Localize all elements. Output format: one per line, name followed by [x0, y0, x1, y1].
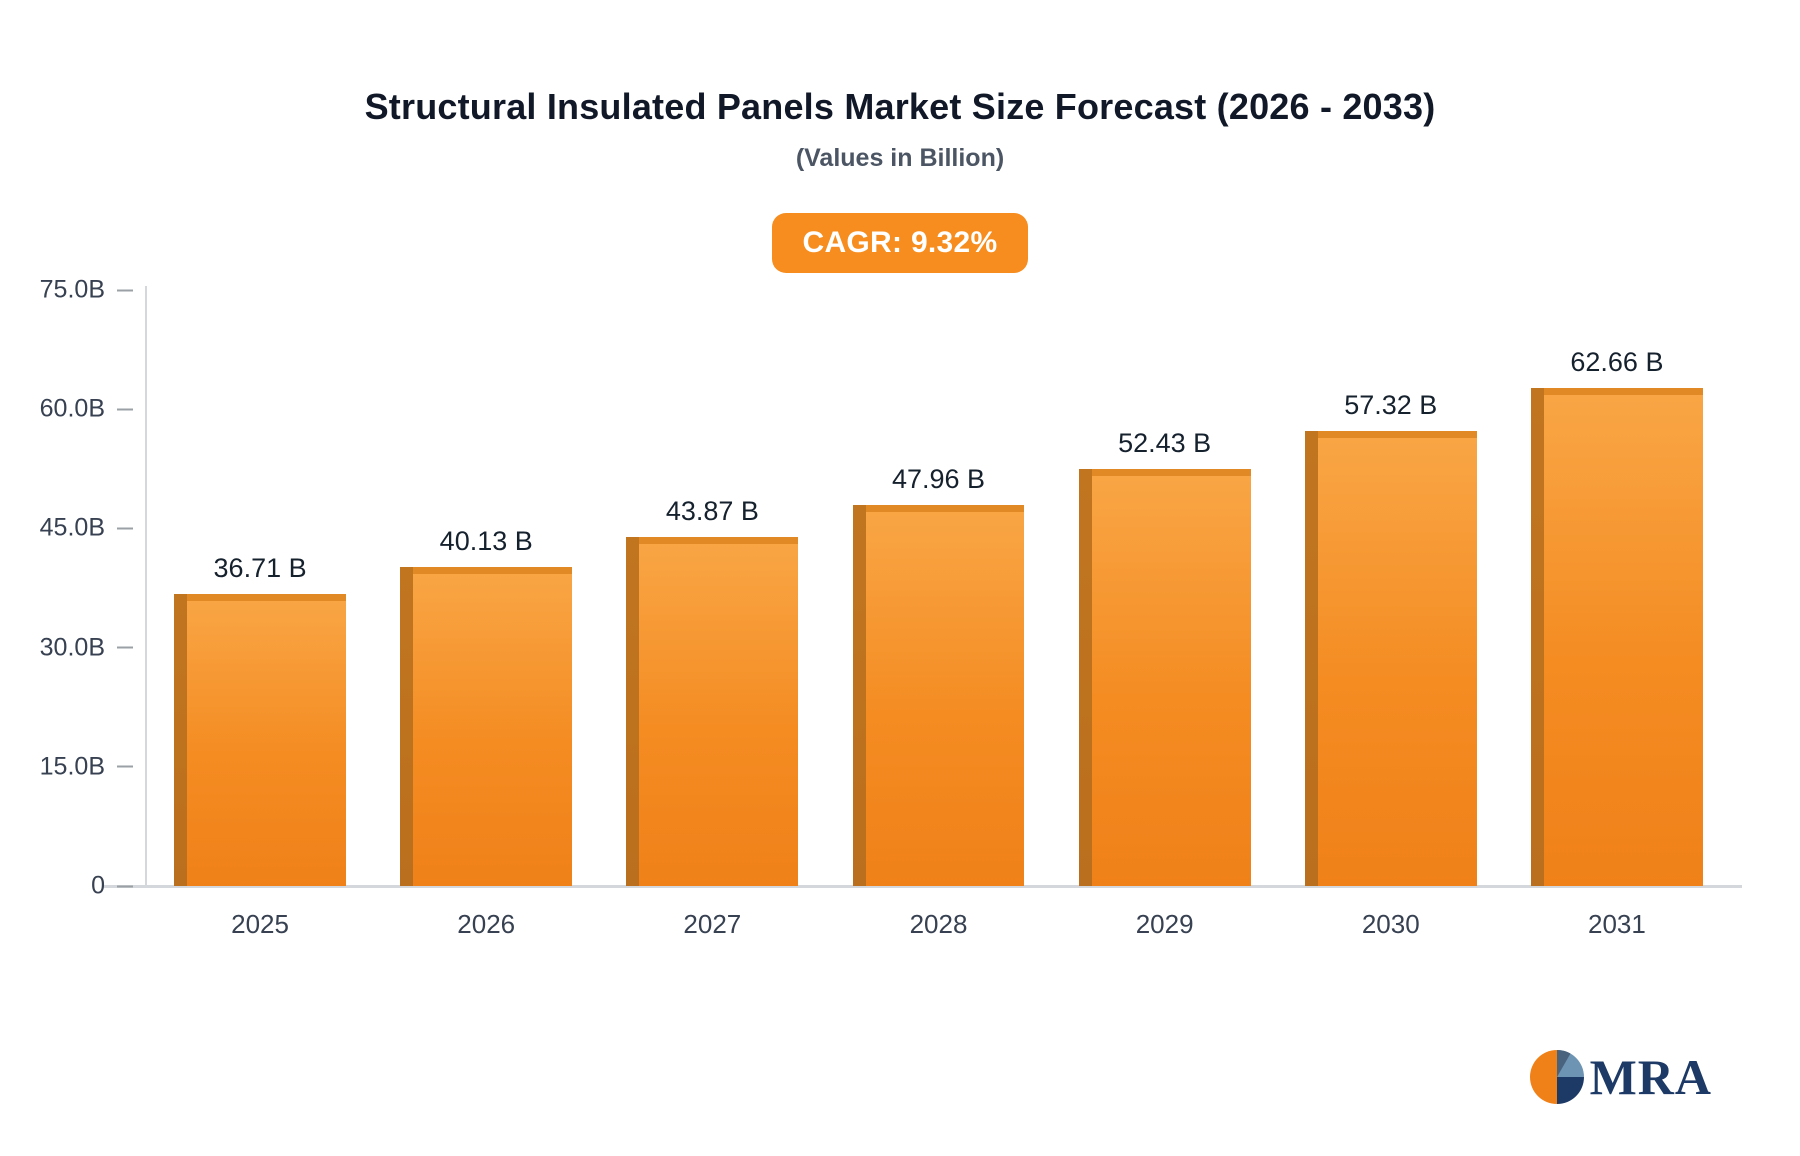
y-tick: 75.0B: [31, 276, 133, 305]
bar: [174, 594, 346, 886]
mra-logo: MRA: [1529, 1049, 1712, 1105]
x-axis-label: 2031: [1587, 909, 1646, 939]
y-tick-mark: [117, 527, 133, 530]
bar: [400, 567, 573, 886]
bar-value-label: 62.66 B: [1570, 347, 1664, 378]
bar: [1304, 430, 1477, 886]
bar-chart-plot-area: 75.0B 60.0B 45.0B 30.0B 15.0B 0 36.71 B 2025 40…: [40, 276, 1742, 939]
y-tick-label: 45.0B: [39, 513, 105, 542]
y-tick-label: 15.0B: [39, 752, 105, 781]
mra-logo-text: MRA: [1589, 1049, 1712, 1105]
bar-group: 52.43 B 2029: [1052, 290, 1278, 939]
x-axis-label: 2026: [457, 909, 516, 939]
bar-value-label: 52.43 B: [1118, 428, 1212, 459]
y-tick: 30.0B: [31, 633, 133, 662]
bar-value-label: 47.96 B: [891, 463, 986, 494]
y-tick-mark: [117, 885, 133, 887]
bar-group: 57.32 B 2030: [1278, 290, 1504, 939]
bars: 36.71 B 2025 40.13 B 2026 43.87 B 2027 47.96 B…: [147, 290, 1730, 939]
bar-group: 47.96 B 2028: [825, 290, 1051, 939]
bar: [1530, 388, 1703, 886]
x-axis-label: 2030: [1361, 909, 1420, 939]
y-tick: 15.0B: [31, 752, 133, 781]
cagr-badge: CAGR: 9.32%: [772, 213, 1028, 273]
x-axis-label: 2029: [1135, 909, 1194, 939]
bar-group: 62.66 B 2031: [1504, 290, 1730, 939]
x-axis-label: 2025: [231, 909, 289, 939]
y-tick-label: 60.0B: [39, 394, 105, 423]
bar-group: 40.13 B 2026: [373, 290, 599, 939]
bar-group: 36.71 B 2025: [147, 290, 373, 939]
mra-pie-logo-icon: [1529, 1050, 1584, 1104]
y-tick-mark: [117, 289, 133, 291]
x-axis-label: 2028: [909, 909, 968, 939]
y-axis-line: [145, 286, 147, 886]
bar: [852, 504, 1025, 887]
chart-subtitle: (Values in Billion): [795, 144, 1005, 172]
bar: [1078, 469, 1251, 886]
bar-value-label: 40.13 B: [439, 526, 533, 557]
y-tick-label: 75.0B: [39, 275, 105, 304]
chart-header: Structural Insulated Panels Market Size …: [0, 0, 1800, 273]
y-tick: 45.0B: [31, 514, 133, 543]
chart-title: Structural Insulated Panels Market Size …: [364, 86, 1436, 127]
y-tick-mark: [117, 646, 133, 649]
y-tick-mark: [117, 765, 133, 768]
bar: [626, 537, 799, 886]
x-axis-line: [103, 885, 1742, 888]
y-tick-label: 0: [91, 871, 105, 900]
bar-value-label: 57.32 B: [1344, 389, 1438, 420]
bar-group: 43.87 B 2027: [599, 290, 825, 939]
x-axis-label: 2027: [683, 909, 742, 939]
bar-value-label: 36.71 B: [213, 553, 307, 584]
bar-value-label: 43.87 B: [665, 496, 759, 527]
y-tick-label: 30.0B: [39, 633, 105, 662]
y-tick: 60.0B: [31, 395, 133, 424]
y-tick-mark: [117, 408, 133, 411]
y-tick: 0: [31, 872, 133, 901]
